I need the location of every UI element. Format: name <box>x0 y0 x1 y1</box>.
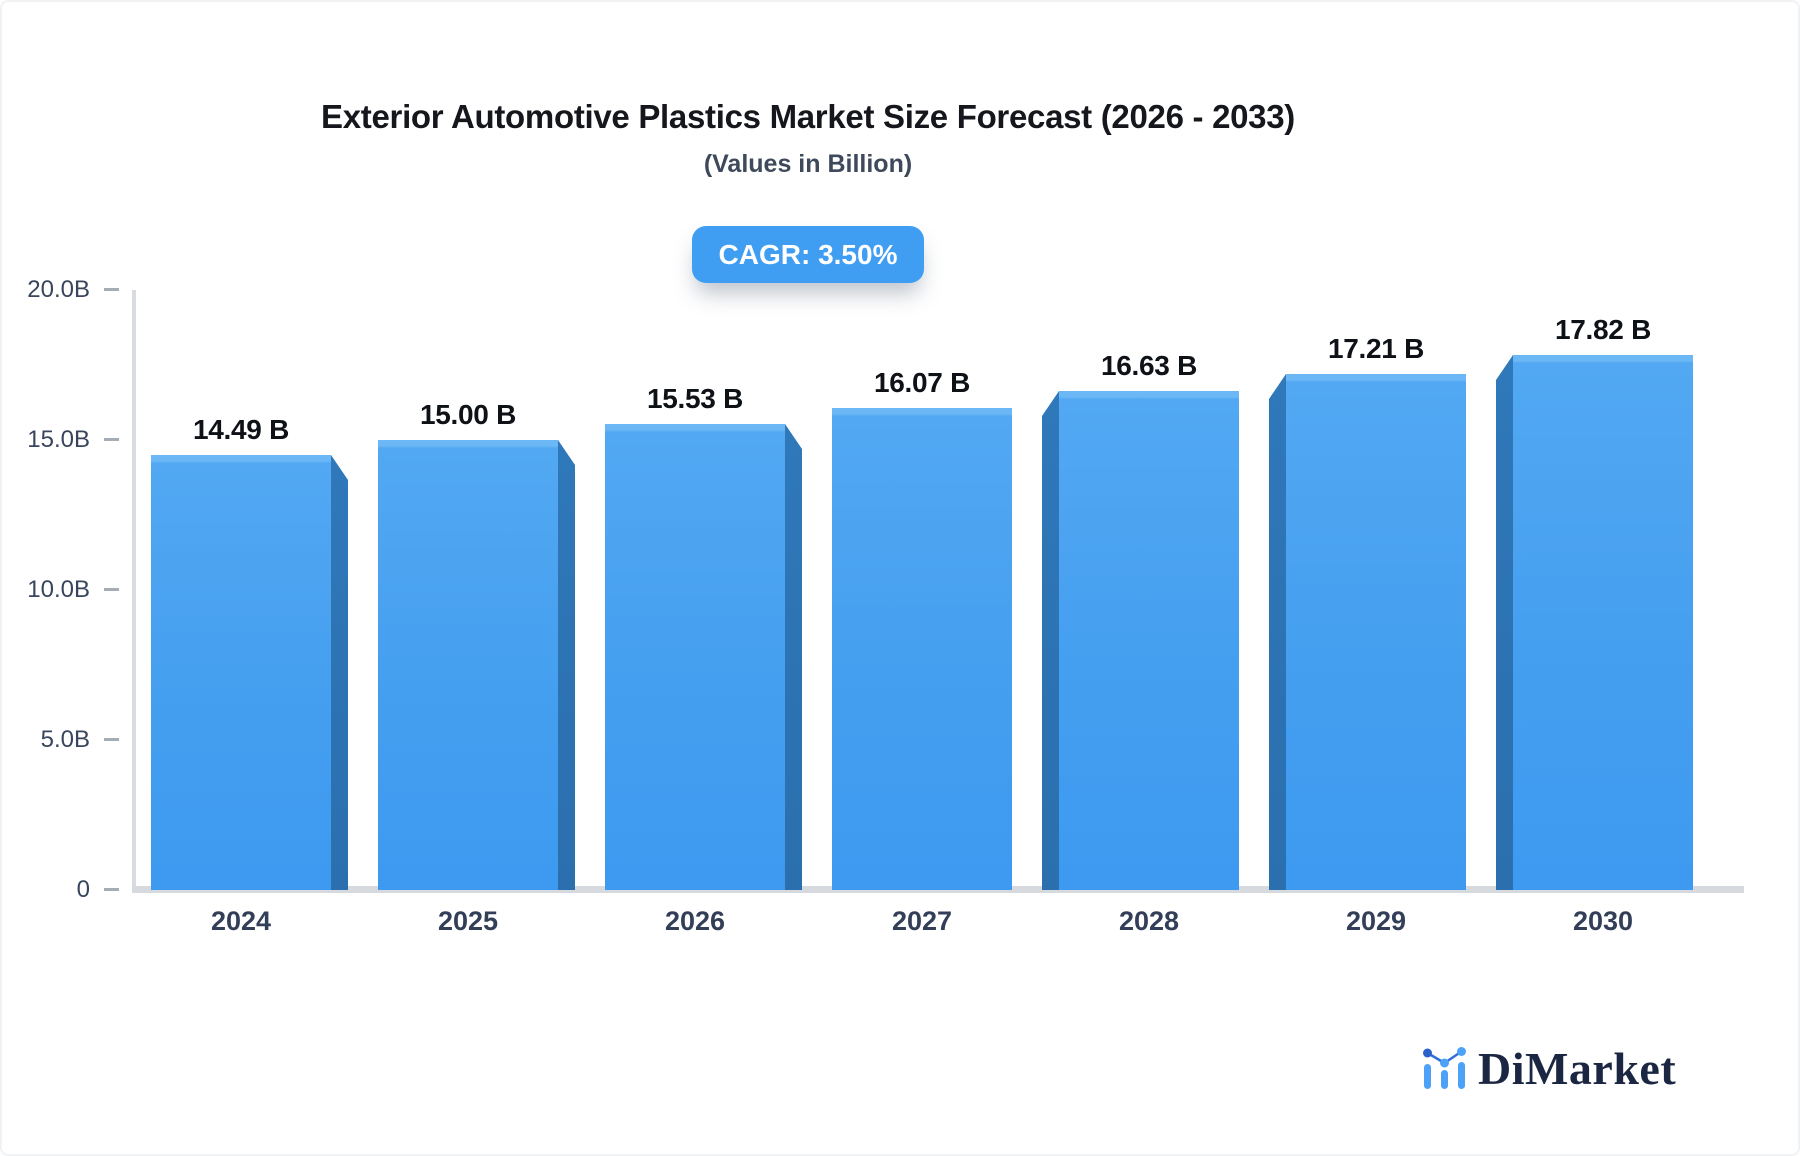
chart-subtitle: (Values in Billion) <box>703 150 913 178</box>
bar-value-label: 15.53 B <box>647 383 743 414</box>
bar-value-label: 15.00 B <box>420 399 516 430</box>
y-tick-label: 5.0B <box>40 726 90 753</box>
y-tick-mark <box>104 738 119 741</box>
x-tick-label: 2029 <box>1345 906 1407 936</box>
x-tick-label: 2025 <box>437 906 499 936</box>
bar-side-face <box>331 455 348 890</box>
x-tick-label: 2024 <box>210 906 272 936</box>
y-tick-label: 0 <box>76 876 90 903</box>
bar-side-face <box>1269 374 1286 890</box>
x-tick-label: 2026 <box>664 906 726 936</box>
bar-side-face <box>1496 355 1513 890</box>
bar <box>605 424 785 890</box>
bar <box>832 408 1012 890</box>
y-axis-line <box>132 290 136 890</box>
bar <box>1286 374 1466 890</box>
bar <box>1059 391 1239 890</box>
x-tick-label: 2030 <box>1572 906 1634 936</box>
y-tick-mark <box>104 438 119 441</box>
bar-side-face <box>1042 391 1059 890</box>
bar-value-label: 17.82 B <box>1555 314 1651 345</box>
bar-value-label: 17.21 B <box>1328 333 1424 364</box>
bar-value-label: 14.49 B <box>193 414 289 445</box>
bar-side-face <box>558 440 575 890</box>
y-tick-label: 15.0B <box>27 426 90 453</box>
bar-value-label: 16.63 B <box>1101 350 1197 381</box>
bar-chart-dots-logo-icon <box>1423 1046 1466 1089</box>
chart-title: Exterior Automotive Plastics Market Size… <box>321 98 1295 135</box>
cagr-badge: CAGR: 3.50% <box>691 226 925 283</box>
x-tick-label: 2027 <box>891 906 953 936</box>
y-tick-mark <box>104 588 119 591</box>
brand-logo[interactable]: DiMarket <box>1422 1042 1676 1095</box>
x-tick-label: 2028 <box>1118 906 1180 936</box>
bar-side-face <box>785 424 802 890</box>
bar <box>378 440 558 890</box>
y-tick-mark <box>104 288 119 291</box>
bar-value-label: 16.07 B <box>874 367 970 398</box>
bar <box>1513 355 1693 890</box>
cagr-badge-row: CAGR: 3.50% <box>2 226 1614 283</box>
y-tick-mark <box>104 888 119 891</box>
y-tick-label: 10.0B <box>27 576 90 603</box>
y-tick-label: 20.0B <box>27 276 90 303</box>
brand-logo-text: DiMarket <box>1478 1043 1677 1094</box>
bar <box>151 455 331 890</box>
